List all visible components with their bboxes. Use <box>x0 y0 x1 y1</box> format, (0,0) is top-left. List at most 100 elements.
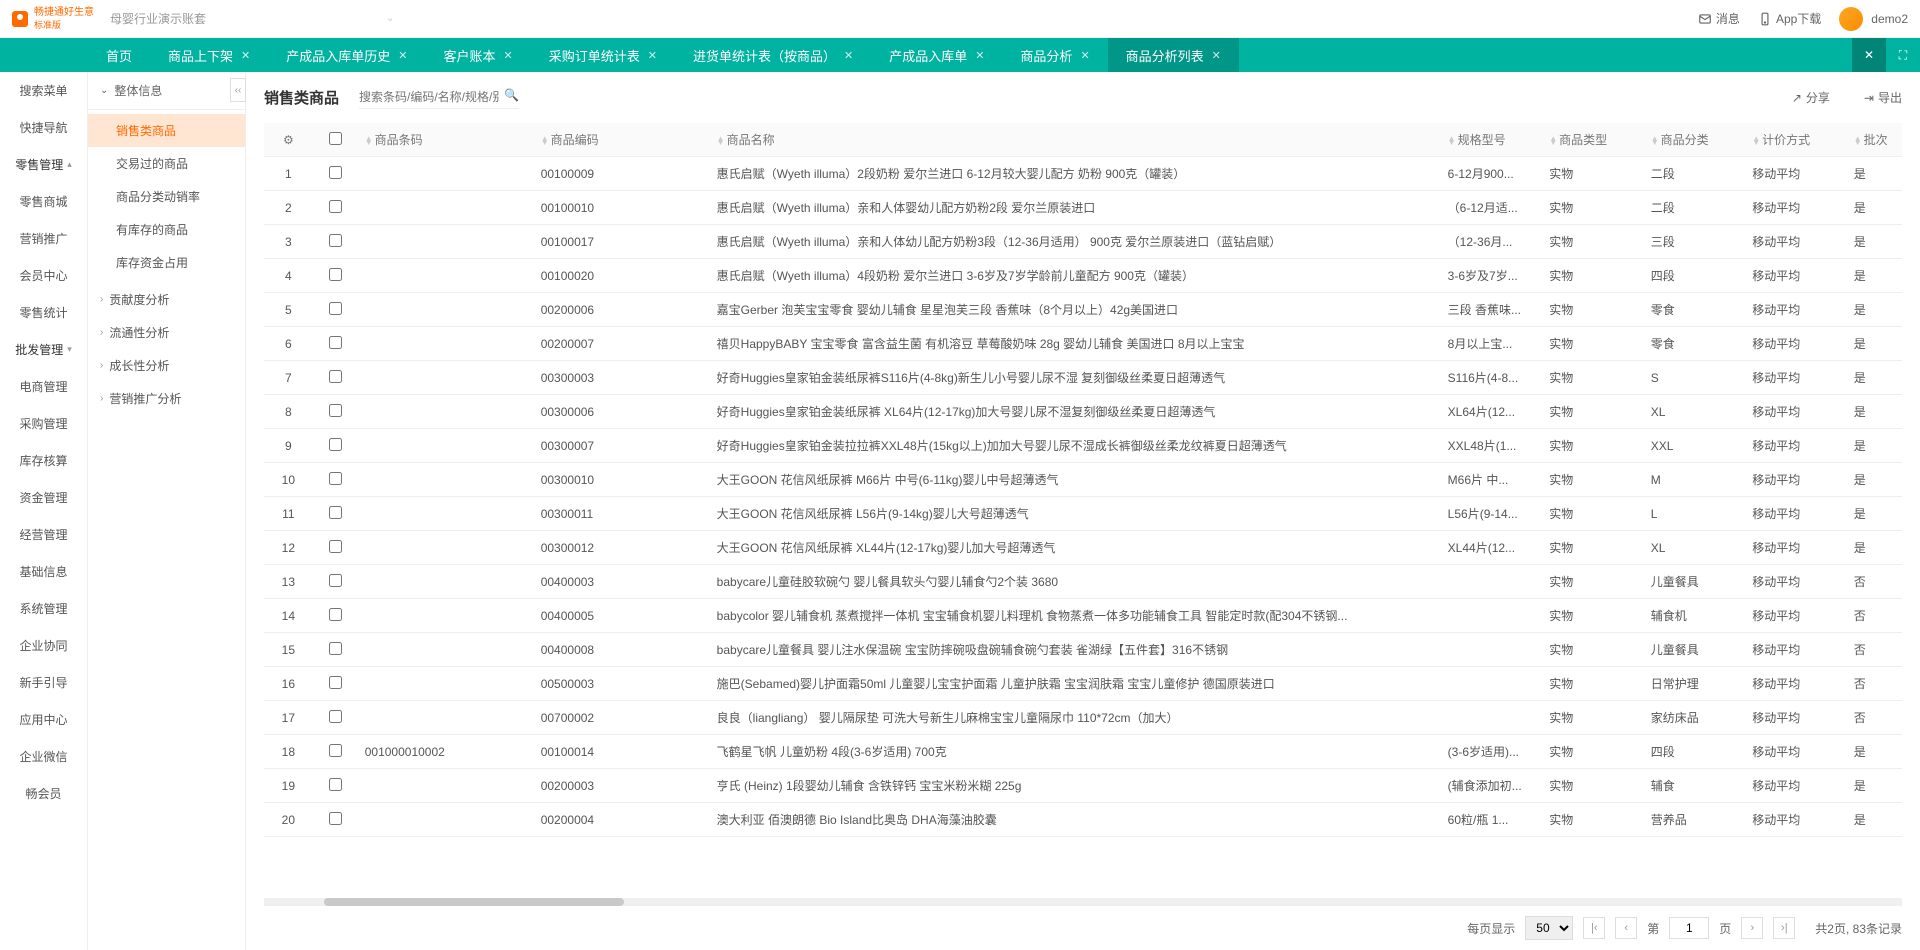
row-checkbox[interactable] <box>329 540 342 553</box>
side-item[interactable]: 交易过的商品 <box>88 147 245 180</box>
side-item[interactable]: 库存资金占用 <box>88 246 245 279</box>
table-row[interactable]: 1500400008babycare儿童餐具 婴儿注水保温碗 宝宝防摔碗吸盘碗辅… <box>264 633 1902 667</box>
table-row[interactable]: 900300007好奇Huggies皇家铂金装拉拉裤XXL48片(15kg以上)… <box>264 429 1902 463</box>
export-button[interactable]: ⇥ 导出 <box>1864 89 1902 106</box>
horizontal-scrollbar[interactable] <box>264 898 1902 906</box>
search-icon[interactable]: 🔍 <box>504 88 519 102</box>
nav-item[interactable]: 资金管理 <box>0 479 87 516</box>
tab[interactable]: 采购订单统计表✕ <box>531 38 675 72</box>
nav-item[interactable]: 畅会员 <box>0 775 87 812</box>
tab[interactable]: 首页 <box>88 38 150 72</box>
row-checkbox[interactable] <box>329 608 342 621</box>
close-icon[interactable]: ✕ <box>975 49 984 62</box>
nav-item[interactable]: 应用中心 <box>0 701 87 738</box>
nav-item[interactable]: 营销推广 <box>0 220 87 257</box>
close-icon[interactable]: ✕ <box>241 49 250 62</box>
settings-column[interactable]: ⚙ <box>264 123 313 157</box>
table-row[interactable]: 300100017惠氏启赋（Wyeth illuma）亲和人体幼儿配方奶粉3段（… <box>264 225 1902 259</box>
table-row[interactable]: 1200300012大王GOON 花信风纸尿裤 XL44片(12-17kg)婴儿… <box>264 531 1902 565</box>
table-row[interactable]: 700300003好奇Huggies皇家铂金装纸尿裤S116片(4-8kg)新生… <box>264 361 1902 395</box>
side-group[interactable]: ›流通性分析 <box>88 316 245 349</box>
nav-item[interactable]: 批发管理▾ <box>0 331 87 368</box>
tab[interactable]: 产成品入库单历史✕ <box>268 38 425 72</box>
user-name[interactable]: demo2 <box>1871 12 1908 26</box>
side-item[interactable]: 有库存的商品 <box>88 213 245 246</box>
close-all-tabs-button[interactable]: ✕ <box>1852 38 1886 72</box>
fullscreen-button[interactable]: ⛶ <box>1886 38 1920 72</box>
tab[interactable]: 产成品入库单✕ <box>871 38 1002 72</box>
nav-item[interactable]: 基础信息 <box>0 553 87 590</box>
nav-item[interactable]: 快捷导航 <box>0 109 87 146</box>
nav-item[interactable]: 库存核算 <box>0 442 87 479</box>
sort-icon[interactable]: ▲▼ <box>541 137 549 145</box>
row-checkbox[interactable] <box>329 472 342 485</box>
nav-item[interactable]: 零售商城 <box>0 183 87 220</box>
table-row[interactable]: 1300400003babycare儿童硅胶软碗勺 婴儿餐具软头勺婴儿辅食勺2个… <box>264 565 1902 599</box>
sort-icon[interactable]: ▲▼ <box>1752 137 1760 145</box>
app-download-button[interactable]: App下载 <box>1758 10 1821 27</box>
row-checkbox[interactable] <box>329 642 342 655</box>
nav-item[interactable]: 企业微信 <box>0 738 87 775</box>
row-checkbox[interactable] <box>329 506 342 519</box>
collapse-panel-button[interactable]: ‹‹ <box>230 78 246 102</box>
close-icon[interactable]: ✕ <box>504 49 513 62</box>
table-row[interactable]: 1800100001000200100014飞鹤星飞帆 儿童奶粉 4段(3-6岁… <box>264 735 1902 769</box>
close-icon[interactable]: ✕ <box>844 49 853 62</box>
side-item[interactable]: 销售类商品 <box>88 114 245 147</box>
table-row[interactable]: 1100300011大王GOON 花信风纸尿裤 L56片(9-14kg)婴儿大号… <box>264 497 1902 531</box>
nav-item[interactable]: 电商管理 <box>0 368 87 405</box>
select-all-checkbox[interactable] <box>329 132 342 145</box>
next-page-button[interactable]: › <box>1741 917 1763 939</box>
column-header[interactable]: ▲▼商品条码 <box>359 123 535 157</box>
prev-page-button[interactable]: ‹ <box>1615 917 1637 939</box>
row-checkbox[interactable] <box>329 676 342 689</box>
sort-icon[interactable]: ▲▼ <box>365 137 373 145</box>
column-header[interactable]: ▲▼批次 <box>1848 123 1902 157</box>
user-avatar[interactable] <box>1839 7 1863 31</box>
row-checkbox[interactable] <box>329 574 342 587</box>
sort-icon[interactable]: ▲▼ <box>1854 137 1862 145</box>
sort-icon[interactable]: ▲▼ <box>717 137 725 145</box>
table-row[interactable]: 400100020惠氏启赋（Wyeth illuma）4段奶粉 爱尔兰进口 3-… <box>264 259 1902 293</box>
table-row[interactable]: 1400400005babycolor 婴儿辅食机 蒸煮搅拌一体机 宝宝辅食机婴… <box>264 599 1902 633</box>
row-checkbox[interactable] <box>329 268 342 281</box>
share-button[interactable]: ↗ 分享 <box>1792 89 1830 106</box>
nav-item[interactable]: 零售统计 <box>0 294 87 331</box>
column-header[interactable]: ▲▼商品类型 <box>1543 123 1645 157</box>
select-all-column[interactable] <box>313 123 359 157</box>
tab[interactable]: 进货单统计表（按商品）✕ <box>675 38 871 72</box>
row-checkbox[interactable] <box>329 302 342 315</box>
row-checkbox[interactable] <box>329 778 342 791</box>
side-group[interactable]: ›成长性分析 <box>88 349 245 382</box>
nav-item[interactable]: 零售管理▴ <box>0 146 87 183</box>
column-header[interactable]: ▲▼规格型号 <box>1442 123 1544 157</box>
nav-item[interactable]: 新手引导 <box>0 664 87 701</box>
table-row[interactable]: 600200007禧贝HappyBABY 宝宝零食 富含益生菌 有机溶豆 草莓酸… <box>264 327 1902 361</box>
table-row[interactable]: 1900200003亨氏 (Heinz) 1段婴幼儿辅食 含铁锌钙 宝宝米粉米糊… <box>264 769 1902 803</box>
side-group[interactable]: ›贡献度分析 <box>88 283 245 316</box>
sort-icon[interactable]: ▲▼ <box>1448 137 1456 145</box>
table-row[interactable]: 1700700002良良（liangliang） 婴儿隔尿垫 可洗大号新生儿麻棉… <box>264 701 1902 735</box>
per-page-select[interactable]: 50 <box>1525 916 1573 940</box>
nav-item[interactable]: 经营管理 <box>0 516 87 553</box>
nav-item[interactable]: 系统管理 <box>0 590 87 627</box>
messages-button[interactable]: 消息 <box>1698 10 1740 27</box>
side-panel-header[interactable]: ⌄ 整体信息 <box>88 72 245 110</box>
search-input[interactable] <box>359 86 519 109</box>
tab[interactable]: 客户账本✕ <box>425 38 530 72</box>
row-checkbox[interactable] <box>329 710 342 723</box>
column-header[interactable]: ▲▼商品名称 <box>711 123 1442 157</box>
column-header[interactable]: ▲▼商品编码 <box>535 123 711 157</box>
last-page-button[interactable]: ›| <box>1773 917 1795 939</box>
row-checkbox[interactable] <box>329 812 342 825</box>
page-input[interactable] <box>1669 917 1709 939</box>
column-header[interactable]: ▲▼商品分类 <box>1645 123 1747 157</box>
nav-item[interactable]: 采购管理 <box>0 405 87 442</box>
nav-item[interactable]: 会员中心 <box>0 257 87 294</box>
nav-item[interactable]: 企业协同 <box>0 627 87 664</box>
sort-icon[interactable]: ▲▼ <box>1651 137 1659 145</box>
table-row[interactable]: 100100009惠氏启赋（Wyeth illuma）2段奶粉 爱尔兰进口 6-… <box>264 157 1902 191</box>
close-icon[interactable]: ✕ <box>648 49 657 62</box>
close-icon[interactable]: ✕ <box>1212 49 1221 62</box>
row-checkbox[interactable] <box>329 744 342 757</box>
